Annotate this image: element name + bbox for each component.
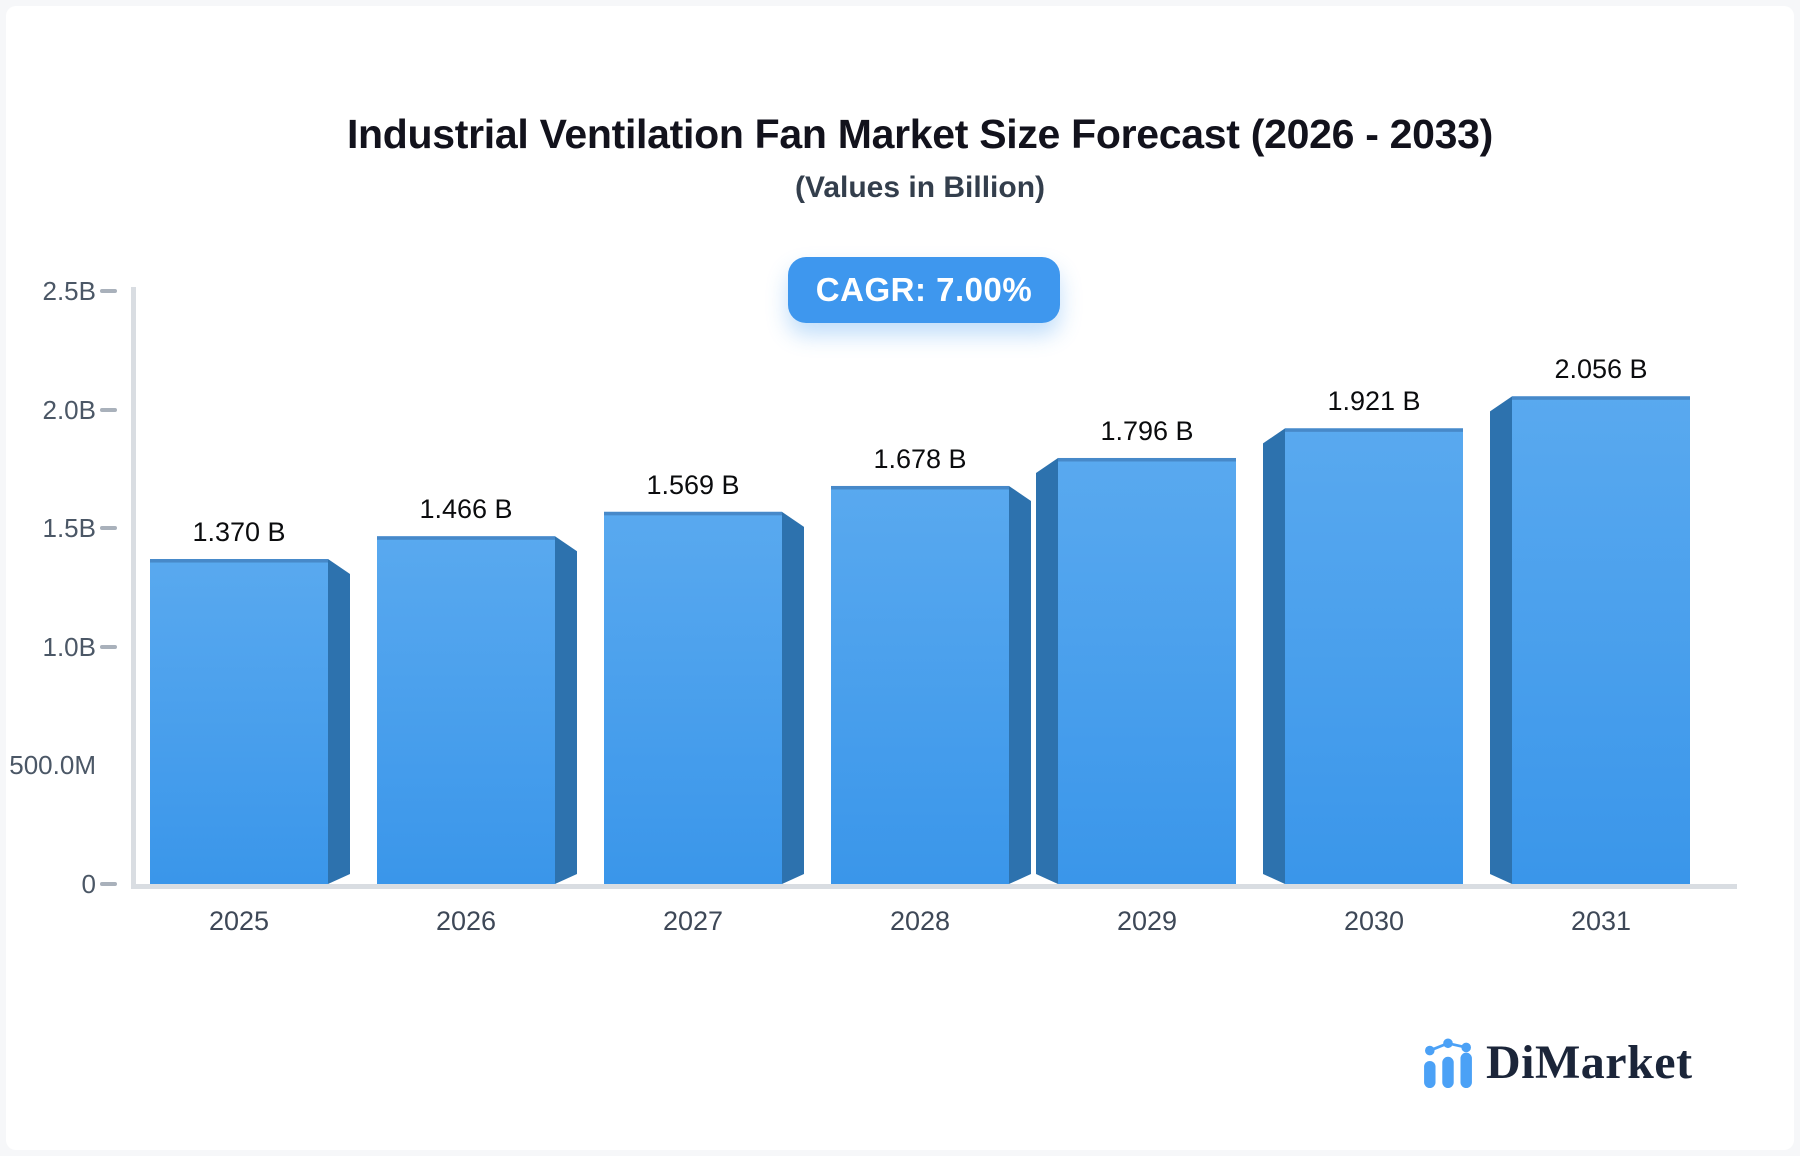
y-tick-label: 1.5B <box>42 513 97 544</box>
bar-value-label: 1.796 B <box>1100 415 1194 446</box>
x-axis-label-2027: 2027 <box>662 906 724 936</box>
bar-value-label: 1.678 B <box>873 443 967 474</box>
x-axis-label-2026: 2026 <box>435 906 497 936</box>
bar-value-label: 1.921 B <box>1327 386 1421 417</box>
y-tick-label: 2.0B <box>42 394 97 425</box>
chart-subtitle: (Values in Billion) <box>794 171 1046 204</box>
y-tick-dash <box>100 882 117 886</box>
y-tick-label: 0 <box>81 869 96 899</box>
bar-2028[interactable] <box>831 485 1009 884</box>
y-tick-dash <box>100 644 117 649</box>
bar-2029[interactable] <box>1058 457 1236 884</box>
bar-value-label: 2.056 B <box>1554 354 1648 385</box>
dimarket-logo-text: DiMarket <box>1486 1036 1693 1089</box>
x-axis-label-2028: 2028 <box>889 906 951 936</box>
y-tick-dash <box>100 289 117 293</box>
bar-2025[interactable] <box>150 559 328 884</box>
y-tick-label: 500.0M <box>9 750 96 781</box>
bar-value-label: 1.569 B <box>646 469 740 500</box>
x-axis-label-2030: 2030 <box>1343 906 1405 936</box>
x-axis-line <box>131 884 1737 889</box>
y-tick-dash <box>100 526 117 531</box>
dimarket-logo: DiMarket <box>1422 1036 1693 1088</box>
y-tick-label: 2.5B <box>42 276 97 306</box>
x-axis-label-2029: 2029 <box>1116 906 1178 936</box>
cagr-badge: CAGR: 7.00% <box>788 257 1060 323</box>
bar-2031[interactable] <box>1512 396 1690 884</box>
bar-value-label: 1.466 B <box>419 494 513 525</box>
x-axis-label-2025: 2025 <box>208 906 270 936</box>
chart-title: Industrial Ventilation Fan Market Size F… <box>346 111 1494 157</box>
bar-2027[interactable] <box>604 511 782 884</box>
bar-2026[interactable] <box>377 536 555 884</box>
cagr-badge-label: CAGR: 7.00% <box>815 271 1033 308</box>
x-axis-label-2031: 2031 <box>1570 906 1632 936</box>
mini-bar-chart-logo-icon <box>1424 1038 1472 1088</box>
bar-2030[interactable] <box>1285 428 1463 884</box>
y-axis-line <box>131 287 136 889</box>
y-tick-dash <box>100 407 117 412</box>
bar-value-label: 1.370 B <box>192 517 286 548</box>
y-tick-label: 1.0B <box>42 631 97 662</box>
